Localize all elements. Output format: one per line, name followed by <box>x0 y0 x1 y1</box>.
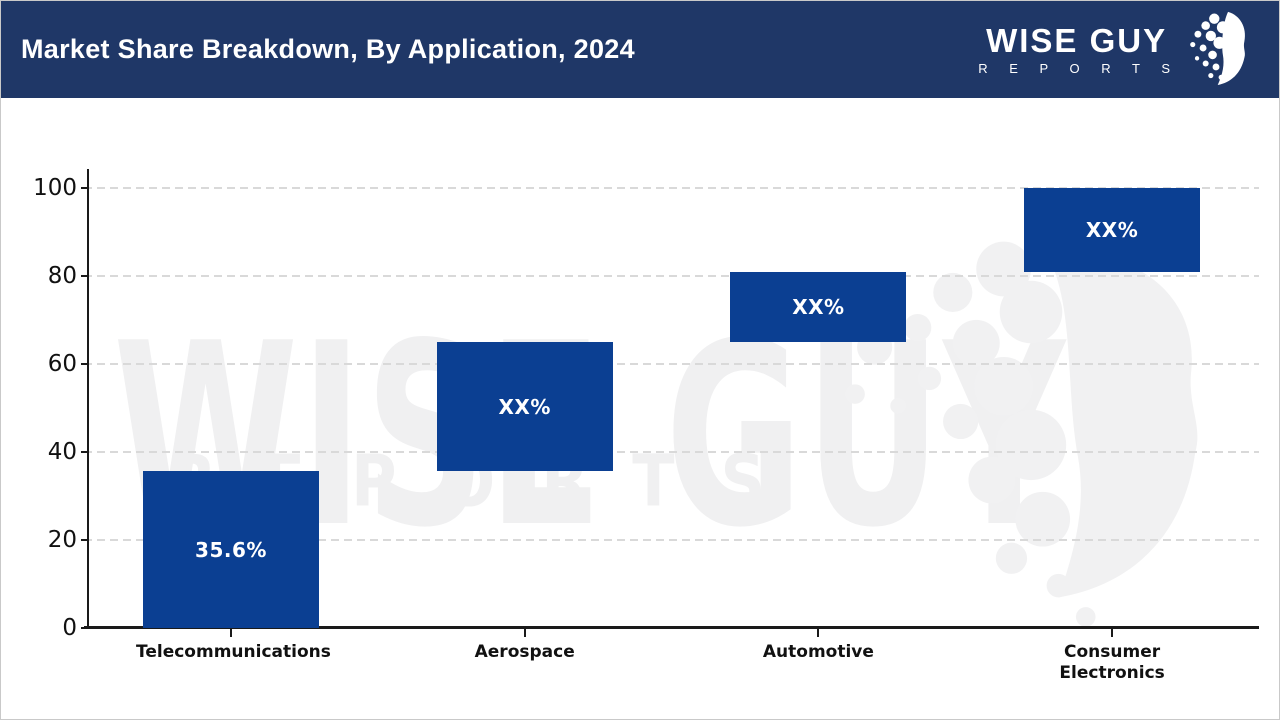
y-tick <box>81 451 89 453</box>
logo-name: WISE GUY <box>986 22 1168 59</box>
logo-tagline: R E P O R T S <box>978 61 1179 76</box>
y-tick-label: 0 <box>62 615 77 641</box>
x-category-label: Automotive <box>762 642 874 662</box>
x-category-label: Telecommunications <box>136 642 331 662</box>
grid-line <box>84 275 1259 277</box>
x-tick <box>817 629 820 637</box>
page-title: Market Share Breakdown, By Application, … <box>21 34 635 64</box>
bar: 35.6% <box>143 471 319 628</box>
y-tick-label: 80 <box>47 263 77 289</box>
logo-text: WISE GUY R E P O R T S <box>974 24 1179 75</box>
y-tick-label: 60 <box>47 351 77 377</box>
grid-line <box>84 187 1259 189</box>
grid-line <box>84 539 1259 541</box>
x-category-label: Consumer Electronics <box>1059 642 1165 684</box>
y-tick <box>81 187 89 189</box>
bar: XX% <box>436 342 613 472</box>
bar: XX% <box>1024 188 1201 272</box>
y-tick <box>81 275 89 277</box>
bar-value-label: 35.6% <box>195 537 267 562</box>
bar-value-label: XX% <box>498 394 551 419</box>
y-tick-label: 20 <box>47 527 77 553</box>
y-axis <box>87 169 89 628</box>
bar-value-label: XX% <box>1085 217 1139 242</box>
watermark-head-icon <box>816 226 1246 660</box>
x-category-label: Aerospace <box>474 642 575 662</box>
y-tick-label: 40 <box>47 439 77 465</box>
header: Market Share Breakdown, By Application, … <box>1 1 1279 98</box>
y-tick-label: 100 <box>33 175 77 201</box>
x-tick <box>1111 629 1114 637</box>
y-tick <box>81 363 89 365</box>
bar-value-label: XX% <box>792 294 845 319</box>
x-tick <box>523 629 526 637</box>
grid-line <box>84 451 1259 453</box>
logo: WISE GUY R E P O R T S <box>974 9 1247 91</box>
bar: XX% <box>730 271 907 342</box>
logo-head-icon <box>1185 9 1247 91</box>
x-axis <box>84 626 1259 629</box>
x-tick <box>230 629 232 637</box>
grid-line <box>84 363 1259 365</box>
y-tick <box>81 539 89 541</box>
